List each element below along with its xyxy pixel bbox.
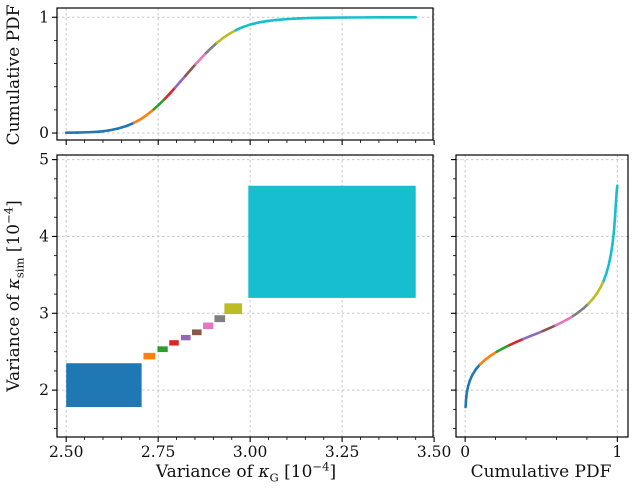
axis-label-text: Cumulative PDF <box>470 462 612 482</box>
cdf-curve-segment <box>611 230 616 246</box>
cdf-curve-segment <box>178 74 187 84</box>
axis-label-text: Variance of <box>4 289 25 392</box>
axis-label-text: Variance of <box>155 462 259 483</box>
cdf-curve-segment <box>248 21 260 26</box>
cdf-curve-segment <box>602 271 608 283</box>
quantile-bin-rect <box>248 185 416 298</box>
kappa-symbol: κ <box>4 278 25 290</box>
quantile-bin-rect <box>224 303 243 315</box>
cdf-curve-segment <box>607 253 613 266</box>
x-tick-label: 3.25 <box>325 443 360 461</box>
cdf-curve-segment <box>184 68 192 78</box>
quantile-bin-rect <box>214 315 226 323</box>
unit-open: [10 <box>4 223 25 258</box>
unit-close: ] <box>329 462 337 483</box>
y-tick-label: 4 <box>39 227 49 245</box>
x-tick-label: 3.00 <box>233 443 268 461</box>
x-tick-label: 3.50 <box>417 443 452 461</box>
kappa-symbol: κ <box>258 462 270 483</box>
quantile-bin-rect <box>66 363 142 408</box>
y-tick-label: 3 <box>39 304 49 322</box>
top-panel-y-axis-label: Cumulative PDF <box>4 5 24 146</box>
y-tick-label: 5 <box>39 151 49 169</box>
x-tick-label: 2.75 <box>141 443 176 461</box>
quantile-bin-rect <box>192 329 202 336</box>
unit-open: [10 <box>278 462 313 483</box>
unit-close: ] <box>4 200 25 207</box>
cdf-curve-segment <box>132 117 143 124</box>
cdf-curve-segment <box>614 192 618 206</box>
main-panel-x-axis-label: Variance of κG [10−4] <box>156 459 336 484</box>
unit-exponent: −4 <box>1 206 16 224</box>
cdf-curve-segment <box>98 129 110 133</box>
unit-exponent: −4 <box>312 459 330 474</box>
panel-border <box>56 154 434 438</box>
cdf-curve-segment <box>86 130 101 134</box>
cdf-curve-segment <box>125 121 136 128</box>
y-tick-label: 1 <box>39 8 49 26</box>
x-tick-label: 1 <box>612 443 622 461</box>
quantile-bin-rect <box>157 346 168 353</box>
y-tick-label: 2 <box>39 381 49 399</box>
cdf-curve-segment <box>609 242 614 257</box>
x-tick-label: 0 <box>460 443 470 461</box>
quantile-bin-rect <box>180 334 191 341</box>
axis-label-text: Cumulative PDF <box>4 4 24 146</box>
right-panel-x-axis-label: Cumulative PDF <box>471 462 612 482</box>
kappa-subscript-sim: sim <box>12 257 27 279</box>
quantile-bin-rect <box>169 340 179 346</box>
cdf-curve-segment <box>613 202 618 221</box>
cdf-curve-segment <box>107 127 120 132</box>
cdf-curve-segment <box>605 263 611 275</box>
main-panel-y-axis-label: Variance of κsim [10−4] <box>1 200 26 392</box>
cdf-curve-segment <box>285 17 301 21</box>
cdf-curve-segment <box>173 80 182 89</box>
cdf-curve-segment <box>256 19 269 24</box>
cdf-curve-segment <box>612 217 617 234</box>
cdf-curve-segment <box>116 124 129 130</box>
y-tick-label: 0 <box>39 124 49 142</box>
x-tick-label: 2.50 <box>49 443 84 461</box>
quantile-bin-rect <box>203 322 214 330</box>
panel-border <box>455 154 629 438</box>
cdf-curve-segment <box>275 17 289 22</box>
panel-border <box>56 7 434 141</box>
quantile-bin-rect <box>143 352 156 360</box>
kappa-subscript-G: G <box>269 470 279 485</box>
cdf-curve-segment <box>265 18 278 23</box>
